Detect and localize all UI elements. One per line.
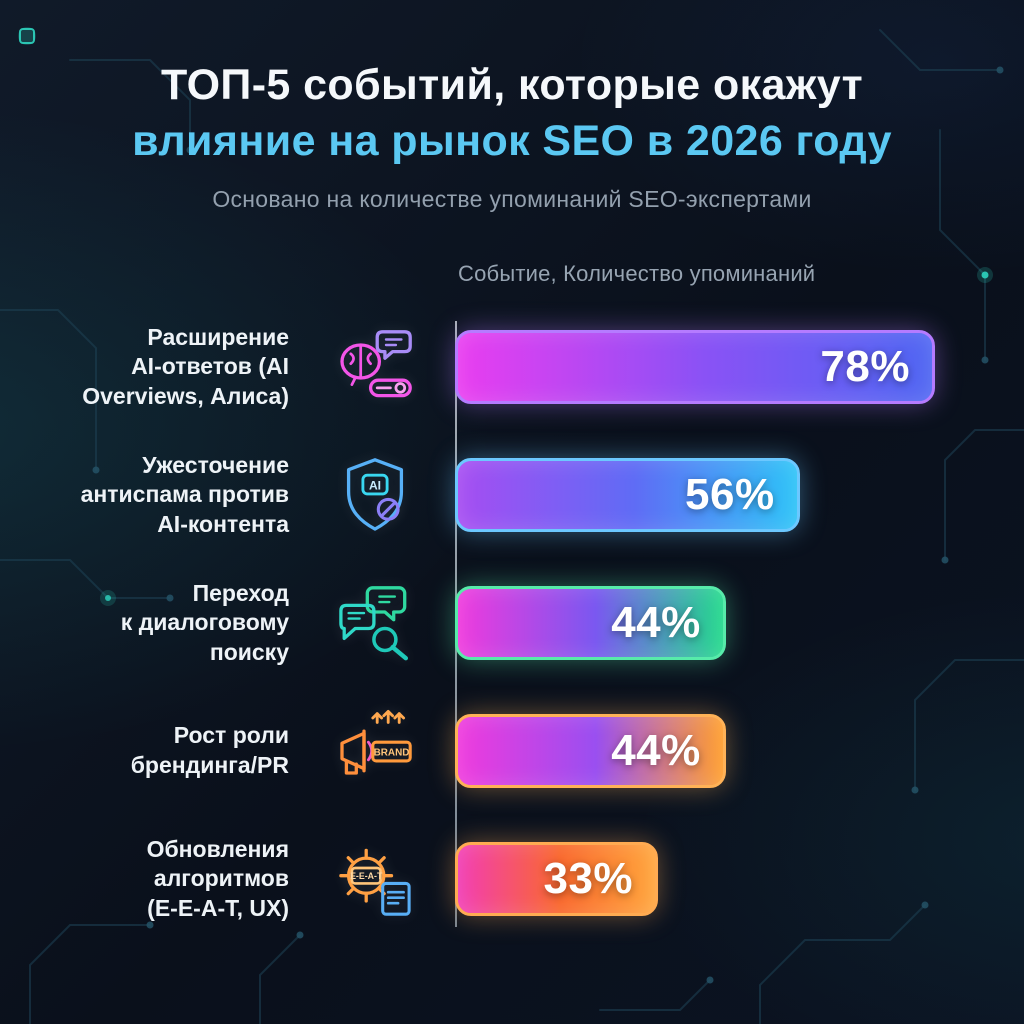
category-label: Обновления алгоритмов (E-E-A-T, UX) — [146, 835, 289, 921]
bar-dialog-search: 44% — [455, 585, 726, 660]
chart-row-branding: Рост роли брендинга/PR BRAND — [60, 687, 984, 815]
category-label: Рост роли брендинга/PR — [130, 722, 289, 778]
title-line-1: ТОП-5 событий, которые окажут — [160, 61, 864, 109]
chart-rows: Расширение AI-ответов (AI Overviews, Али… — [60, 303, 984, 943]
value-label: 33% — [543, 853, 634, 903]
bar-area: 44% — [455, 585, 935, 660]
bar-antispam: 56% — [455, 457, 800, 532]
algorithms-gear-icon: E-E-A-T — [295, 835, 455, 923]
value-label: 44% — [611, 725, 701, 775]
column-header: Событие, Количество упоминаний — [458, 260, 816, 286]
dialog-search-icon — [295, 579, 455, 667]
chart-row-algorithms: Обновления алгоритмов (E-E-A-T, UX) E-E-… — [60, 815, 984, 943]
chart-row-dialog-search: Переход к диалоговому поиску — [60, 559, 984, 687]
value-label: 44% — [611, 597, 701, 647]
category-label: Переход к диалоговому поиску — [120, 579, 289, 665]
bar-chart: Событие, Количество упоминаний Расширени… — [0, 261, 1024, 943]
chart-row-antispam: Ужесточение антиспама против AI-контента… — [60, 431, 984, 559]
value-label: 56% — [685, 469, 775, 519]
bar-ai-answers: 78% — [455, 329, 935, 404]
value-label: 78% — [820, 341, 910, 391]
category-label: Расширение AI-ответов (AI Overviews, Али… — [82, 323, 289, 409]
chart-row-ai-answers: Расширение AI-ответов (AI Overviews, Али… — [60, 303, 984, 431]
subtitle: Основано на количестве упоминаний SEO-эк… — [212, 185, 812, 212]
bar-branding: 44% — [455, 713, 726, 788]
category-label: Ужесточение антиспама против AI-контента — [80, 451, 289, 537]
brand-tag-text: BRAND — [374, 747, 410, 758]
bar-area: 44% — [455, 713, 935, 788]
bar-algorithms: 33% — [455, 841, 659, 916]
shield-ai-text: AI — [369, 478, 381, 492]
ai-answers-brain-icon — [295, 323, 455, 411]
bar-area: 33% — [455, 841, 935, 916]
page-title: ТОП-5 событий, которые окажут влияние на… — [0, 58, 1024, 170]
title-line-2: влияние на рынок SEO в 2026 году — [132, 116, 892, 165]
eeat-tag-text: E-E-A-T — [350, 871, 383, 881]
bar-area: 56% — [455, 457, 935, 532]
antispam-shield-icon: AI — [295, 451, 455, 539]
header: ТОП-5 событий, которые окажут влияние на… — [0, 0, 1024, 213]
branding-megaphone-icon: BRAND — [295, 707, 455, 795]
bar-area: 78% — [455, 329, 935, 404]
